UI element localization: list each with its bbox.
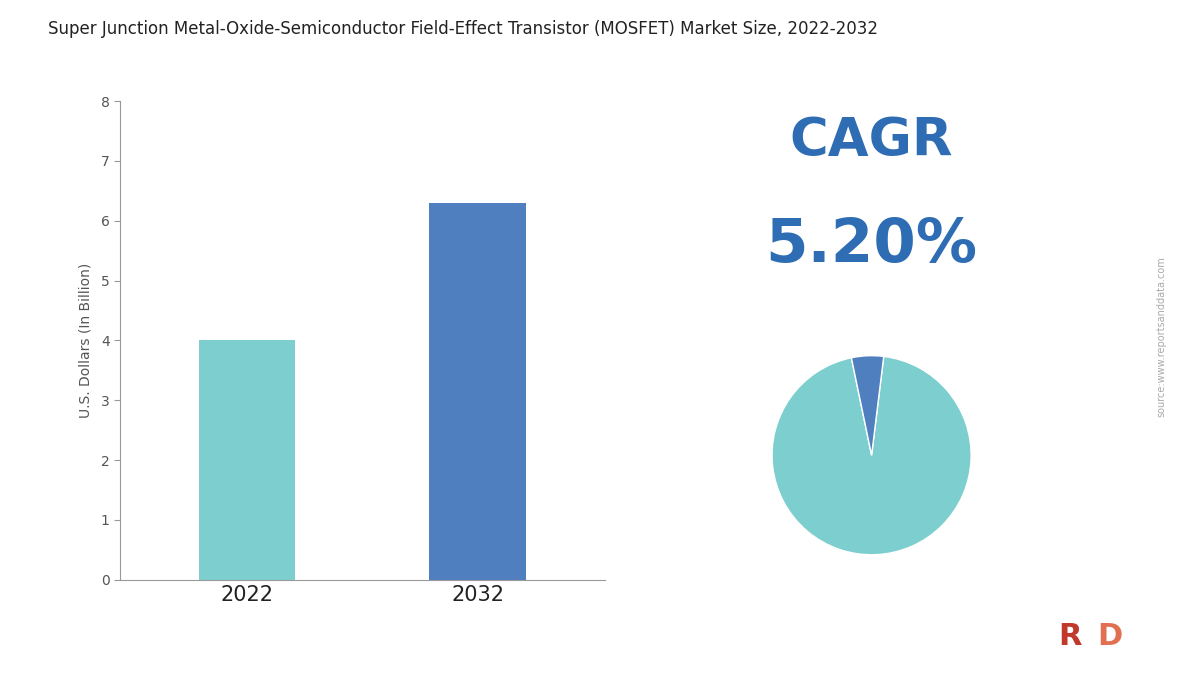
Text: CAGR: CAGR [790,115,953,167]
Bar [430,203,527,580]
Text: D: D [1097,622,1123,652]
Text: source:www.reportsanddata.com: source:www.reportsanddata.com [1157,257,1166,417]
Text: 5.20%: 5.20% [766,216,978,275]
Bar [198,340,295,580]
Text: Super Junction Metal-Oxide-Semiconductor Field-Effect Transistor (MOSFET) Market: Super Junction Metal-Oxide-Semiconductor… [48,20,878,38]
Text: R: R [1058,622,1082,652]
Y-axis label: U.S. Dollars (In Billion): U.S. Dollars (In Billion) [78,263,92,418]
